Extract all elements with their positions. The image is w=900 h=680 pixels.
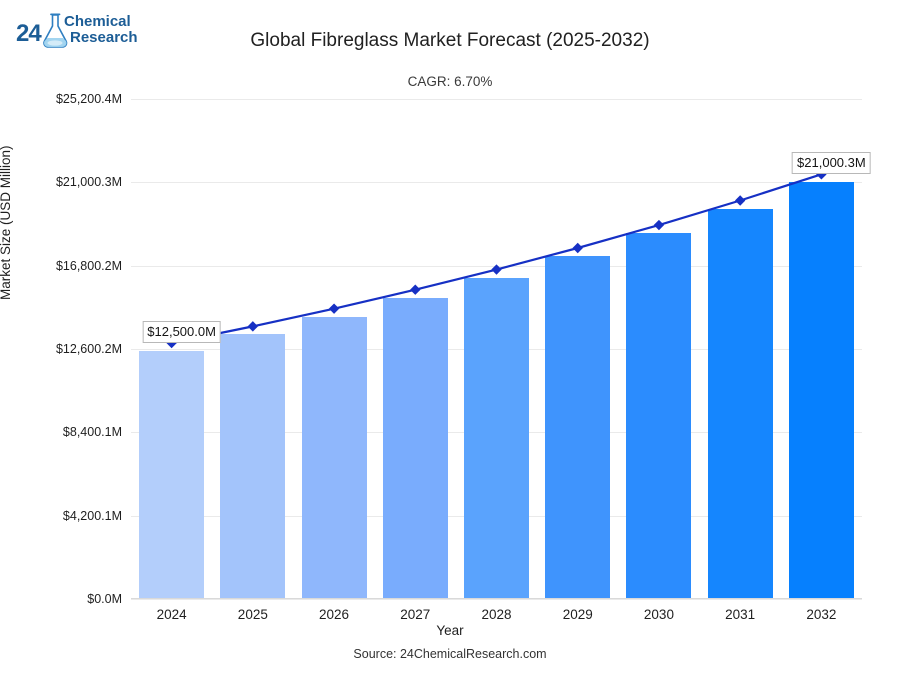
y-axis-title: Market Size (USD Million) xyxy=(0,145,13,300)
bar-2030[interactable] xyxy=(626,233,692,599)
y-tick-label: $4,200.1M xyxy=(62,508,122,523)
bar-2031[interactable] xyxy=(707,208,773,599)
data-label-2032: $21,000.3M xyxy=(792,152,871,175)
bar-2029[interactable] xyxy=(545,256,611,599)
x-tick-label: 2024 xyxy=(156,607,187,622)
bar-2028[interactable] xyxy=(464,277,529,599)
bar-2032[interactable] xyxy=(788,182,854,599)
bar-2024[interactable] xyxy=(139,351,205,599)
x-axis-line xyxy=(131,598,862,599)
x-tick-label: 2031 xyxy=(725,607,756,622)
logo-word-research: Research xyxy=(70,29,138,46)
brand-logo: 24 Chemical Research xyxy=(14,12,138,54)
x-tick-label: 2029 xyxy=(562,607,593,622)
y-tick-label: $16,800.2M xyxy=(55,258,122,273)
x-axis-title: Year xyxy=(436,623,464,638)
data-label-2024: $12,500.0M xyxy=(142,320,221,343)
plot-area xyxy=(131,99,862,600)
logo-word-chemical: Chemical xyxy=(64,13,131,30)
x-tick-label: 2027 xyxy=(400,607,431,622)
y-tick-label: $0.0M xyxy=(87,592,122,606)
chart-title: Global Fibreglass Market Forecast (2025-… xyxy=(250,30,650,51)
logo-number: 24 xyxy=(16,20,42,47)
x-tick-label: 2032 xyxy=(806,607,837,622)
bar-2026[interactable] xyxy=(301,316,367,599)
bar-2027[interactable] xyxy=(382,297,448,599)
y-tick-label: $8,400.1M xyxy=(62,425,122,440)
x-tick-label: 2026 xyxy=(319,607,350,622)
gridline xyxy=(131,599,862,600)
y-tick-label: $21,000.3M xyxy=(55,175,122,190)
y-tick-label: $25,200.4M xyxy=(55,92,122,106)
chart-subtitle-cagr: CAGR: 6.70% xyxy=(407,74,493,89)
bar-2025[interactable] xyxy=(220,334,286,599)
y-tick-label: $12,600.2M xyxy=(55,342,122,356)
gridline xyxy=(131,182,862,184)
gridline xyxy=(131,99,862,100)
x-tick-label: 2025 xyxy=(237,607,268,622)
x-tick-label: 2030 xyxy=(643,607,674,622)
flask-icon xyxy=(43,13,68,48)
x-tick-label: 2028 xyxy=(481,607,512,622)
source-note: Source: 24ChemicalResearch.com xyxy=(353,647,547,661)
